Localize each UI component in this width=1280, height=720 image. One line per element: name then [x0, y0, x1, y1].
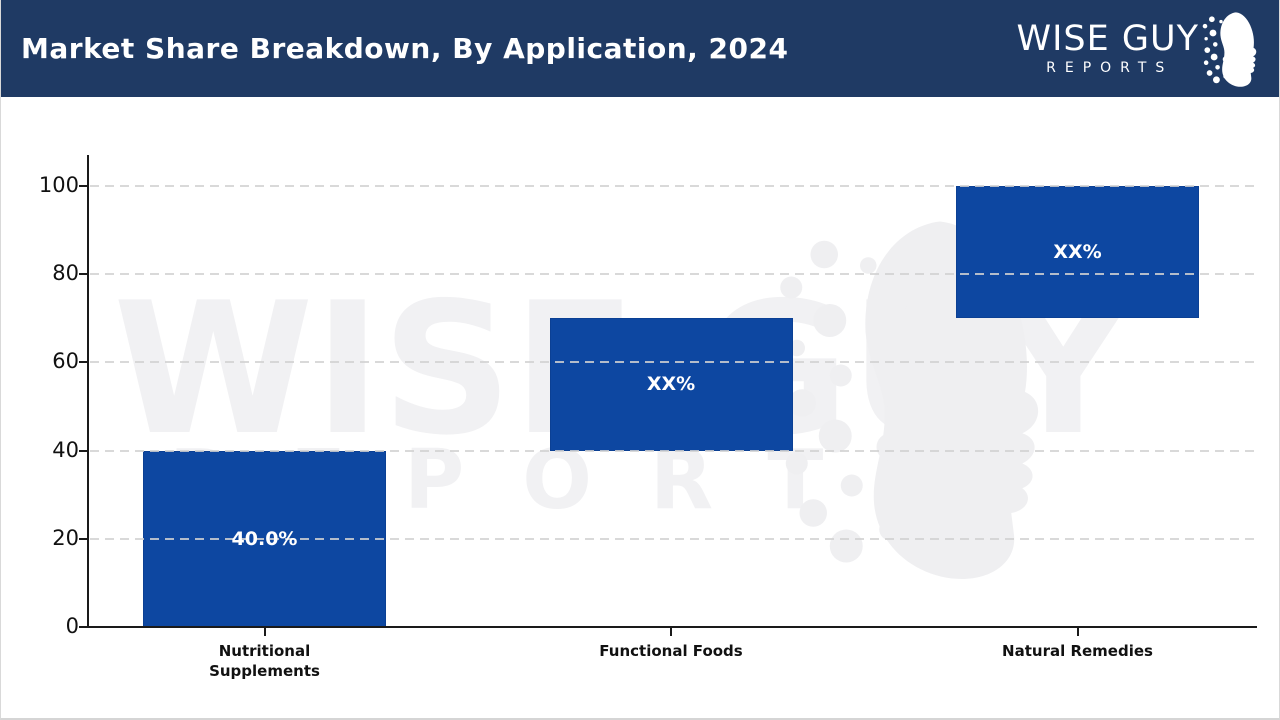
y-tick [79, 185, 88, 187]
gridline [90, 361, 1257, 364]
gridline [90, 185, 1257, 187]
y-tick [79, 537, 88, 540]
header: Market Share Breakdown, By Application, … [1, 0, 1279, 97]
y-tick [79, 626, 88, 628]
y-tick-label: 100 [38, 173, 79, 197]
logo-reports-label: REPORTS [1046, 60, 1174, 76]
x-axis-line [87, 626, 1257, 628]
logo-text: WISE GUY REPORTS [1016, 19, 1199, 76]
bar-value-label: XX% [646, 373, 696, 396]
logo-face-icon [1202, 11, 1257, 87]
y-tick-label: 40 [52, 437, 79, 462]
y-tick-label: 20 [52, 525, 79, 550]
gridline [90, 449, 1257, 452]
y-tick-label: 80 [52, 261, 79, 286]
y-tick [79, 273, 88, 276]
x-tick [670, 627, 672, 636]
gridline [90, 273, 1257, 276]
category-label: Functional Foods [599, 642, 743, 660]
page-title: Market Share Breakdown, By Application, … [21, 32, 789, 65]
x-tick [1076, 627, 1079, 636]
y-tick-label: 60 [52, 349, 79, 374]
gridline [90, 537, 1257, 540]
logo-wiseguy-label: WISE GUY [1016, 19, 1199, 59]
bar [956, 186, 1199, 319]
bar-value-label: XX% [1053, 241, 1102, 264]
category-label: Natural Remedies [1002, 642, 1153, 660]
logo: WISE GUY REPORTS [1016, 9, 1265, 89]
y-tick-label: 0 [65, 614, 79, 638]
y-tick [79, 361, 88, 364]
y-axis-line [87, 155, 89, 628]
bar-value-label: 40.0% [231, 527, 298, 550]
y-tick [79, 449, 88, 452]
category-label: Nutritional Supplements [209, 642, 320, 681]
x-tick [263, 627, 266, 636]
bar [549, 318, 793, 451]
